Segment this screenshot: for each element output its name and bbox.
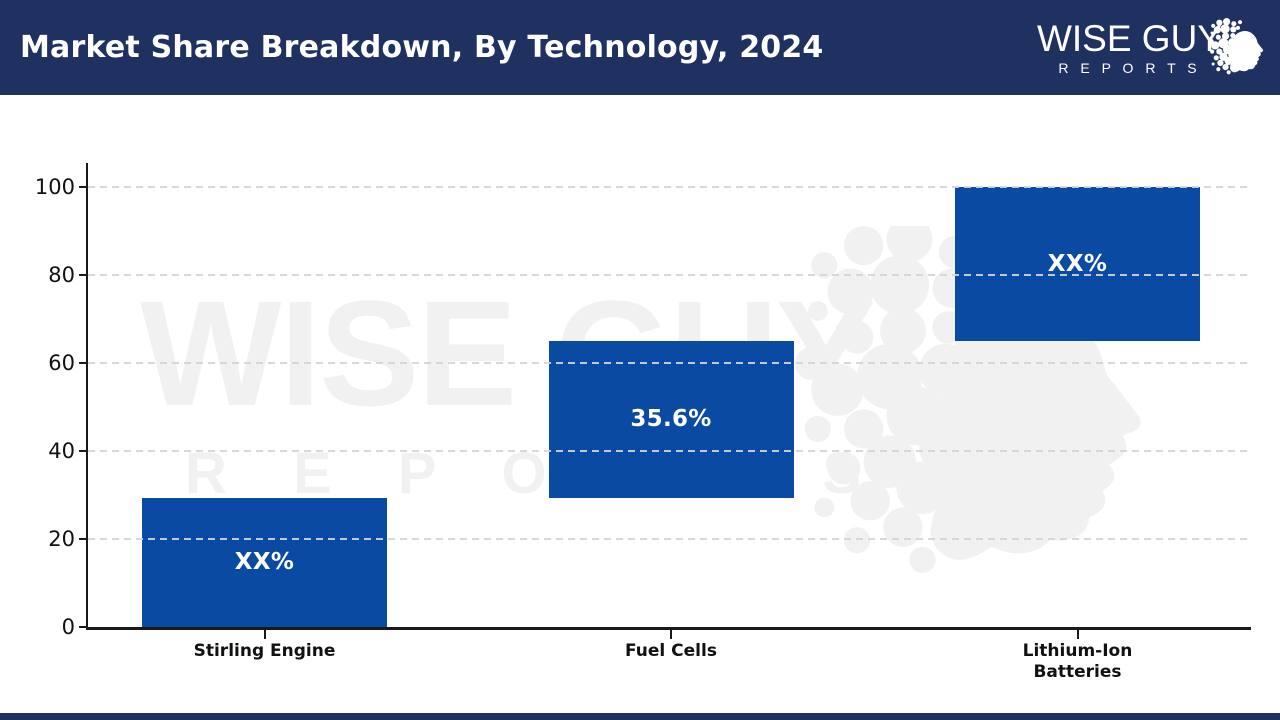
x-tick-mark — [1076, 630, 1079, 639]
y-tick-mark — [79, 626, 88, 628]
x-axis-line — [86, 627, 1251, 630]
gridline-60 — [88, 362, 1251, 365]
y-tick-mark — [79, 450, 88, 453]
brand-text: WISE GUY R E P O R T S — [1037, 20, 1222, 76]
page-title: Market Share Breakdown, By Technology, 2… — [20, 30, 824, 65]
bar-value-label: XX% — [234, 549, 295, 576]
y-tick-label: 0 — [61, 615, 75, 639]
bar-3: XX% — [955, 187, 1200, 342]
bar-2: 35.6% — [548, 341, 794, 498]
y-tick-label: 60 — [48, 351, 75, 376]
header: Market Share Breakdown, By Technology, 2… — [0, 0, 1280, 95]
y-tick-label: 20 — [48, 527, 75, 552]
y-tick-label: 80 — [48, 263, 75, 288]
category-label: Lithium-Ion Batteries — [1022, 641, 1133, 683]
gridline-40 — [88, 450, 1251, 453]
y-axis-line — [86, 163, 88, 630]
y-tick-mark — [79, 538, 88, 541]
y-tick-mark — [79, 186, 88, 189]
gridline-80 — [88, 274, 1251, 277]
y-tick-label: 100 — [34, 175, 75, 200]
gridline-100 — [88, 186, 1251, 189]
y-tick-mark — [79, 274, 88, 277]
brand-logo: WISE GUY R E P O R T S — [1037, 6, 1270, 90]
y-tick-mark — [79, 362, 88, 365]
bar-value-label: 35.6% — [630, 406, 712, 433]
category-label: Fuel Cells — [625, 641, 717, 661]
brand-sub: R E P O R T S — [1058, 60, 1201, 76]
x-tick-mark — [263, 630, 266, 639]
category-label: Stirling Engine — [193, 641, 336, 661]
y-tick-label: 40 — [48, 439, 75, 464]
gridline-20 — [88, 538, 1251, 541]
brand-name: WISE GUY — [1036, 18, 1222, 59]
bar-1: XX% — [142, 497, 387, 627]
x-tick-mark — [670, 630, 672, 639]
bar-value-label: XX% — [1047, 251, 1108, 278]
footer-bar — [0, 713, 1280, 720]
